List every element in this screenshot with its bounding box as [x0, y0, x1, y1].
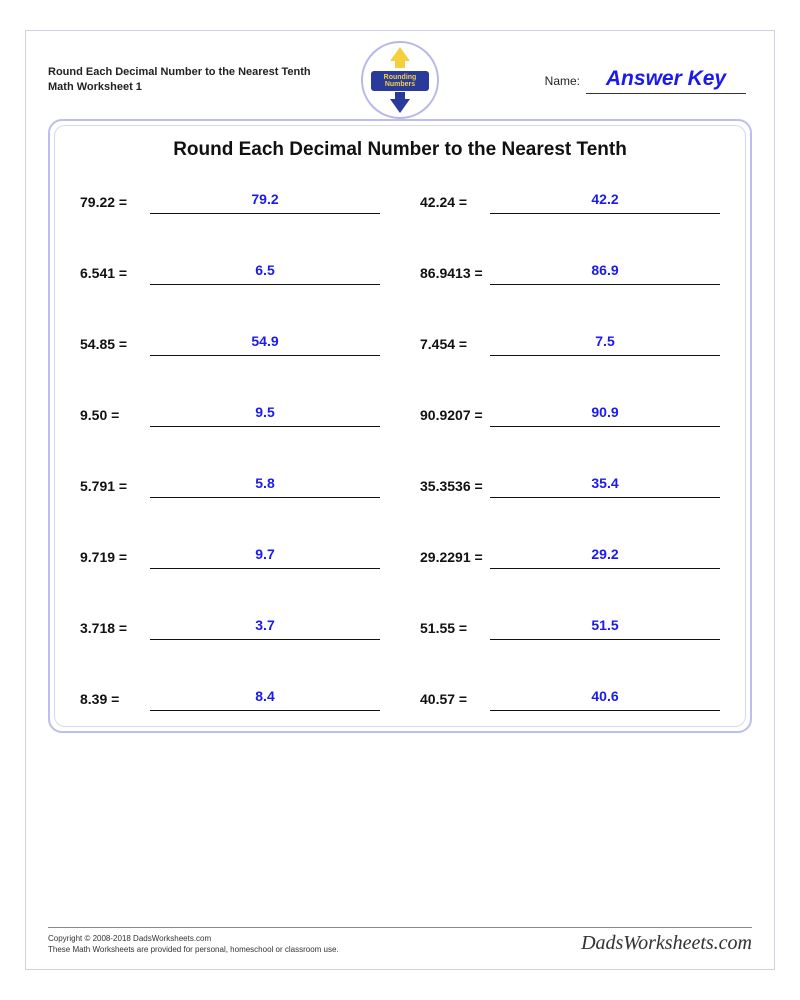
problem-answer: 6.5	[255, 262, 274, 278]
header-left: Round Each Decimal Number to the Nearest…	[48, 65, 397, 96]
problem-answer: 51.5	[591, 617, 618, 633]
answer-slot: 9.7	[150, 546, 380, 569]
problem-prompt: 3.718 =	[80, 620, 144, 640]
problem-row: 8.39 = 8.4	[80, 688, 380, 711]
answer-slot: 3.7	[150, 617, 380, 640]
footer-left: Copyright © 2008-2018 DadsWorksheets.com…	[48, 934, 339, 955]
problem-answer: 5.8	[255, 475, 274, 491]
problem-prompt: 54.85 =	[80, 336, 144, 356]
header-title-line2: Math Worksheet 1	[48, 80, 397, 95]
footer: Copyright © 2008-2018 DadsWorksheets.com…	[48, 927, 752, 955]
problem-prompt: 29.2291 =	[420, 549, 484, 569]
answer-slot: 6.5	[150, 262, 380, 285]
problem-prompt: 79.22 =	[80, 194, 144, 214]
problem-row: 7.454 = 7.5	[420, 333, 720, 356]
problem-prompt: 9.50 =	[80, 407, 144, 427]
footer-brand: DadsWorksheets.com	[581, 932, 752, 955]
answer-slot: 51.5	[490, 617, 720, 640]
answer-slot: 86.9	[490, 262, 720, 285]
problem-prompt: 51.55 =	[420, 620, 484, 640]
problem-prompt: 35.3536 =	[420, 478, 484, 498]
problem-answer: 54.9	[251, 333, 278, 349]
rounding-badge-icon: Rounding Numbers	[361, 41, 439, 119]
problem-prompt: 5.791 =	[80, 478, 144, 498]
name-line: Answer Key	[586, 67, 746, 94]
answer-slot: 29.2	[490, 546, 720, 569]
problem-answer: 79.2	[251, 191, 278, 207]
header: Round Each Decimal Number to the Nearest…	[26, 31, 774, 111]
answer-slot: 7.5	[490, 333, 720, 356]
worksheet-page: Round Each Decimal Number to the Nearest…	[25, 30, 775, 970]
problem-answer: 9.7	[255, 546, 274, 562]
problem-prompt: 8.39 =	[80, 691, 144, 711]
problem-answer: 86.9	[591, 262, 618, 278]
answer-slot: 8.4	[150, 688, 380, 711]
problem-row: 5.791 = 5.8	[80, 475, 380, 498]
problem-row: 42.24 = 42.2	[420, 191, 720, 214]
problem-answer: 7.5	[595, 333, 614, 349]
problem-row: 35.3536 = 35.4	[420, 475, 720, 498]
header-right: Name: Answer Key	[397, 67, 752, 94]
problem-row: 29.2291 = 29.2	[420, 546, 720, 569]
answer-slot: 5.8	[150, 475, 380, 498]
problem-row: 9.50 = 9.5	[80, 404, 380, 427]
problem-prompt: 40.57 =	[420, 691, 484, 711]
problem-answer: 9.5	[255, 404, 274, 420]
problem-answer: 42.2	[591, 191, 618, 207]
problem-prompt: 6.541 =	[80, 265, 144, 285]
problem-answer: 35.4	[591, 475, 618, 491]
answer-slot: 42.2	[490, 191, 720, 214]
name-label: Name:	[545, 74, 580, 88]
problem-row: 40.57 = 40.6	[420, 688, 720, 711]
answer-key-text: Answer Key	[606, 67, 726, 90]
answer-slot: 54.9	[150, 333, 380, 356]
answer-slot: 40.6	[490, 688, 720, 711]
problem-row: 9.719 = 9.7	[80, 546, 380, 569]
answer-slot: 79.2	[150, 191, 380, 214]
problem-answer: 40.6	[591, 688, 618, 704]
problem-prompt: 42.24 =	[420, 194, 484, 214]
copyright-text: Copyright © 2008-2018 DadsWorksheets.com	[48, 934, 339, 944]
problem-row: 86.9413 = 86.9	[420, 262, 720, 285]
problem-prompt: 86.9413 =	[420, 265, 484, 285]
problem-row: 51.55 = 51.5	[420, 617, 720, 640]
problems-grid: 79.22 = 79.2 42.24 = 42.2 6.541 = 6.5 86.9413 …	[80, 191, 720, 711]
answer-slot: 9.5	[150, 404, 380, 427]
footer-note: These Math Worksheets are provided for p…	[48, 945, 339, 955]
problem-answer: 29.2	[591, 546, 618, 562]
problem-row: 90.9207 = 90.9	[420, 404, 720, 427]
problem-prompt: 90.9207 =	[420, 407, 484, 427]
problem-prompt: 7.454 =	[420, 336, 484, 356]
problem-row: 79.22 = 79.2	[80, 191, 380, 214]
problem-prompt: 9.719 =	[80, 549, 144, 569]
content-title: Round Each Decimal Number to the Nearest…	[80, 139, 720, 161]
problem-row: 6.541 = 6.5	[80, 262, 380, 285]
content-box: Round Each Decimal Number to the Nearest…	[48, 119, 752, 733]
problem-answer: 8.4	[255, 688, 274, 704]
header-title-line1: Round Each Decimal Number to the Nearest…	[48, 65, 397, 80]
answer-slot: 90.9	[490, 404, 720, 427]
problem-answer: 3.7	[255, 617, 274, 633]
badge-text: Rounding Numbers	[371, 71, 429, 91]
answer-slot: 35.4	[490, 475, 720, 498]
problem-answer: 90.9	[591, 404, 618, 420]
problem-row: 54.85 = 54.9	[80, 333, 380, 356]
problem-row: 3.718 = 3.7	[80, 617, 380, 640]
